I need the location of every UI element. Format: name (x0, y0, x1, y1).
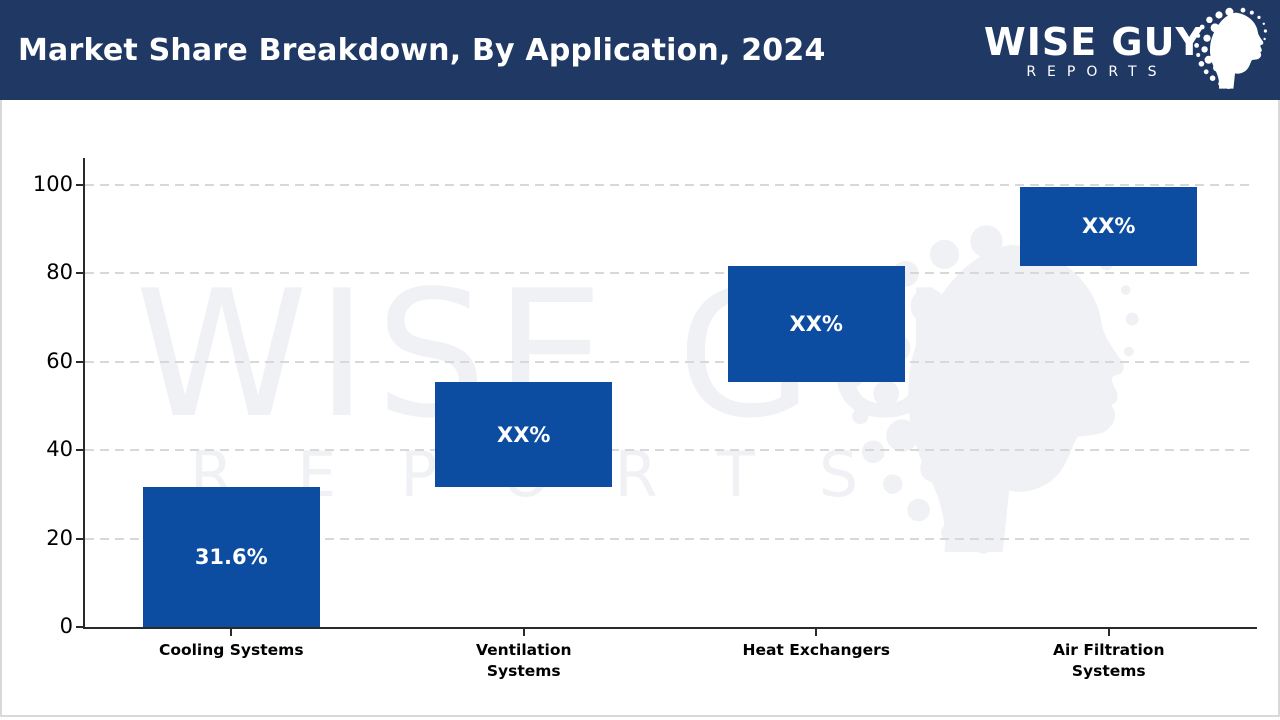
gridline-y-20 (85, 537, 1255, 540)
bar-value-label: XX% (1082, 214, 1136, 239)
y-tick-label-80: 80 (46, 260, 73, 284)
bar-ventilation-systems: XX% (435, 381, 613, 488)
brand-subtitle: REPORTS (1026, 64, 1168, 81)
bar-value-label: 31.6% (194, 545, 268, 570)
x-tick-label-line: Systems (1071, 662, 1146, 680)
bar-value-label: XX% (497, 422, 551, 447)
x-tick-label-line: Ventilation (475, 641, 572, 659)
y-tick-label-60: 60 (46, 348, 73, 373)
x-tick-label-1: Ventilation Systems (404, 640, 644, 682)
x-tick-label-line: Cooling Systems (158, 641, 304, 659)
brand-logo: WISE GUY REPORTS (984, 6, 1272, 96)
bar-heat-exchangers: XX% (727, 265, 905, 382)
y-tick-mark-100 (76, 183, 83, 186)
brand-name: WISE GUY (983, 19, 1204, 64)
x-tick-label-line: Air Filtration (1053, 641, 1165, 659)
page-title: Market Share Breakdown, By Application, … (18, 32, 826, 68)
gridline-y-80 (85, 272, 1255, 274)
x-tick-label-3: Air Filtration Systems (989, 640, 1229, 682)
y-tick-label-20: 20 (46, 525, 73, 550)
header: Market Share Breakdown, By Application, … (0, 0, 1280, 100)
bar-cooling-systems: 31.6% (142, 487, 320, 627)
y-tick-mark-60 (76, 360, 83, 363)
y-axis-spine (83, 158, 85, 629)
y-tick-mark-0 (76, 626, 83, 628)
plot-area: 0 20 40 60 80 100 31.6% Cooling Systems XX% Venti… (0, 100, 1280, 717)
x-tick-label-line: Systems (486, 662, 561, 680)
bar-value-label: XX% (789, 311, 843, 336)
y-tick-label-40: 40 (46, 437, 73, 461)
gridline-y-100 (85, 183, 1255, 186)
y-tick-mark-40 (76, 449, 83, 451)
brand-logo-text: WISE GUY REPORTS (983, 19, 1204, 81)
x-tick-mark-3 (1107, 629, 1110, 636)
y-tick-mark-80 (76, 272, 83, 274)
x-axis-spine (83, 627, 1257, 629)
bar-air-filtration-systems: XX% (1020, 186, 1198, 266)
x-tick-label-0: Cooling Systems (111, 640, 351, 661)
y-tick-label-100: 100 (32, 171, 73, 196)
gridline-y-40 (85, 449, 1255, 451)
x-tick-label-line: Heat Exchangers (742, 641, 891, 659)
y-tick-label-0: 0 (59, 614, 73, 638)
x-tick-mark-0 (230, 629, 233, 636)
x-tick-mark-1 (522, 629, 525, 636)
x-tick-label-2: Heat Exchangers (696, 640, 936, 661)
gridline-y-60 (85, 360, 1255, 363)
brand-head-profile-icon (1194, 7, 1267, 89)
y-tick-mark-20 (76, 537, 83, 540)
x-tick-mark-2 (815, 629, 818, 636)
